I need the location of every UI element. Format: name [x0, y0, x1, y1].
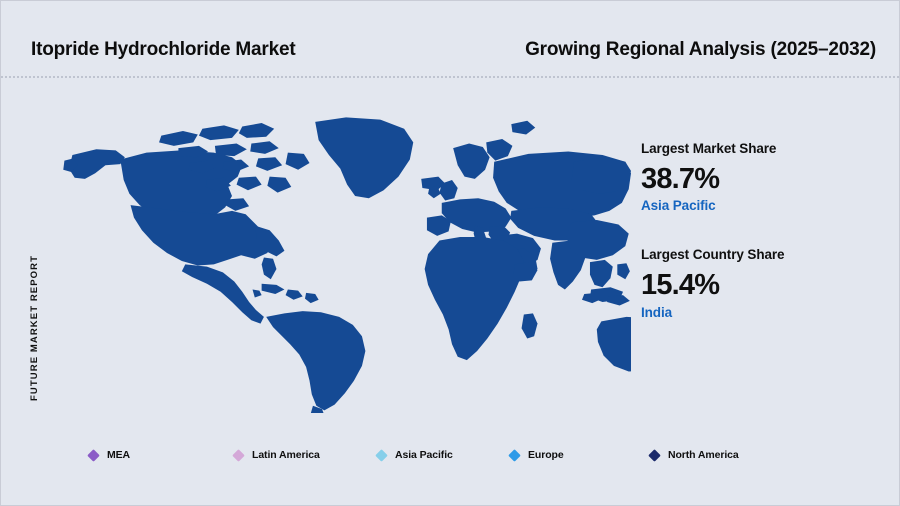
stats-panel: Largest Market Share 38.7% Asia Pacific … — [641, 141, 881, 320]
world-map-landmasses — [63, 117, 631, 413]
legend-dot-icon — [87, 448, 100, 462]
legend-item-latin-america[interactable]: Latin America — [232, 448, 320, 462]
legend-item-label: North America — [668, 449, 739, 461]
legend-item-label: Asia Pacific — [395, 449, 453, 461]
stat-subtitle: Asia Pacific — [641, 198, 716, 214]
header: Itopride Hydrochloride Market Growing Re… — [1, 1, 899, 78]
legend-item-label: MEA — [107, 449, 131, 461]
legend-dot-icon — [648, 448, 661, 462]
stat-largest-market-share: Largest Market Share 38.7% Asia Pacific — [641, 141, 881, 213]
header-subtitle: Growing Regional Analysis (2025–2032) — [525, 39, 876, 60]
legend-item-north-america[interactable]: North America — [648, 448, 739, 462]
legend-item-label: Europe — [528, 449, 564, 461]
legend-dot-icon — [508, 448, 521, 462]
legend-item-asia-pacific[interactable]: Asia Pacific — [375, 448, 453, 462]
legend: MEA Latin America Asia Pacific Europe No… — [87, 448, 789, 469]
legend-dot-icon — [232, 448, 245, 462]
brand-vertical-label: FUTURE MARKET REPORT — [29, 254, 40, 402]
header-divider — [1, 76, 899, 78]
world-map-svg — [63, 117, 631, 413]
legend-item-label: Latin America — [252, 449, 320, 461]
legend-item-mea[interactable]: MEA — [87, 448, 131, 462]
legend-dot-icon — [375, 448, 388, 462]
stat-label: Largest Market Share — [641, 141, 777, 156]
legend-item-europe[interactable]: Europe — [508, 448, 564, 462]
page-title: Itopride Hydrochloride Market — [31, 39, 296, 60]
stat-value: 15.4% — [641, 269, 720, 302]
stat-largest-country-share: Largest Country Share 15.4% India — [641, 247, 881, 319]
stat-subtitle: India — [641, 304, 673, 320]
stat-value: 38.7% — [641, 163, 720, 195]
world-map — [61, 93, 631, 413]
stat-label: Largest Country Share — [641, 247, 785, 263]
